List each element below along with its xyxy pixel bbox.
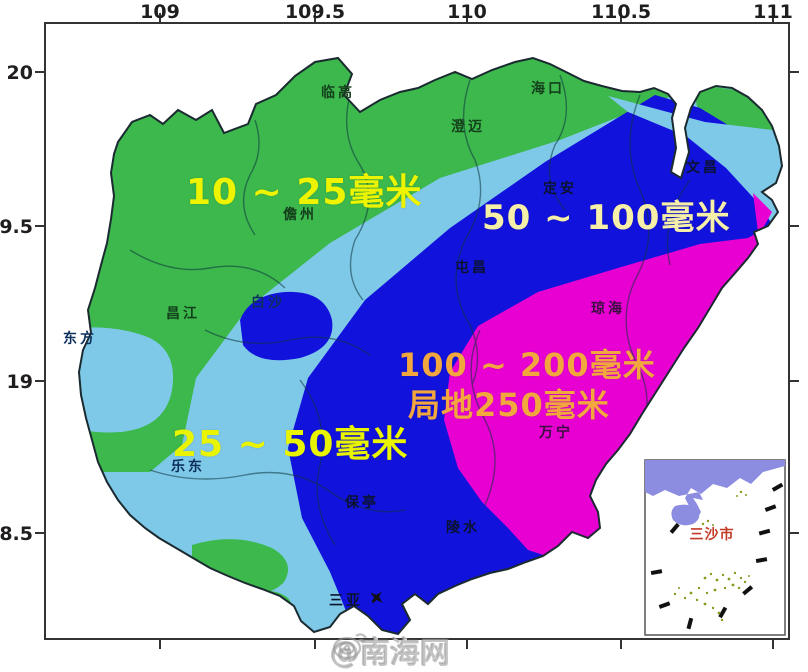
axis-ticks: [35, 13, 799, 649]
city-label-baisha: 白沙: [251, 294, 285, 311]
map-frame: [44, 22, 790, 640]
inset-mainland: [645, 460, 785, 524]
city-label-dingan: 定安: [543, 180, 577, 197]
city-label-ledong: 乐东: [171, 458, 205, 475]
city-label-tunchang: 屯昌: [455, 259, 489, 276]
watermark: @南海网: [330, 628, 450, 672]
inset-islands: [673, 490, 750, 622]
axis-labels: 109 109.5 110 110.5 111 20 19.5 19 18.5: [0, 1, 793, 545]
inset-dashed-boundary: [650, 482, 784, 630]
inset-label-sansha: 三沙市: [690, 526, 735, 543]
lon-tick-label: 109.5: [285, 1, 345, 23]
lon-tick-label: 111: [753, 1, 793, 23]
zone-100-200mm: [444, 193, 772, 562]
city-label-dongfang: 东方: [63, 330, 97, 347]
zone-50-100mm-diamond: [83, 475, 107, 501]
city-label-wanning: 万宁: [538, 424, 573, 441]
city-label-lingshui: 陵水: [446, 519, 480, 536]
zone-25-50mm-ne-strip: [608, 96, 782, 242]
lon-tick-label: 110: [447, 1, 487, 23]
zone-25-50mm-dongfang-pocket: [79, 327, 173, 433]
city-labels: 临高 海口 澄迈 文昌 定安 儋州 屯昌 白沙 昌江 琼海 东方 万宁 乐东 保…: [63, 80, 720, 609]
city-label-wenchang: 文昌: [686, 159, 720, 176]
city-label-chengmai: 澄迈: [451, 118, 485, 135]
city-label-changjiang: 昌江: [166, 305, 200, 322]
city-label-qionghai: 琼海: [591, 300, 625, 317]
inset-south-china-sea: 三沙市: [644, 459, 786, 636]
county-boundaries: [129, 74, 691, 546]
city-label-sanya: 三亚: [329, 593, 363, 609]
inset-hainan: [671, 504, 700, 526]
city-label-baoting: 保亭: [344, 494, 379, 511]
lon-tick-label: 110.5: [591, 1, 651, 23]
lon-tick-label: 109: [140, 1, 180, 23]
lat-tick-label: 19.5: [0, 216, 33, 238]
lat-tick-label: 18.5: [0, 523, 33, 545]
airport-icon: [370, 591, 383, 604]
city-label-haikou: 海口: [531, 80, 565, 97]
zone-10-25mm: [79, 58, 680, 472]
lat-tick-label: 19: [7, 371, 33, 393]
weibo-icon: [332, 633, 367, 660]
coastline: [77, 56, 784, 636]
zone-10-25mm-sw-patch: [79, 498, 135, 556]
city-label-lingao: 临高: [321, 84, 355, 101]
city-label-danzhou: 儋州: [283, 206, 317, 223]
lat-tick-label: 20: [7, 62, 33, 84]
